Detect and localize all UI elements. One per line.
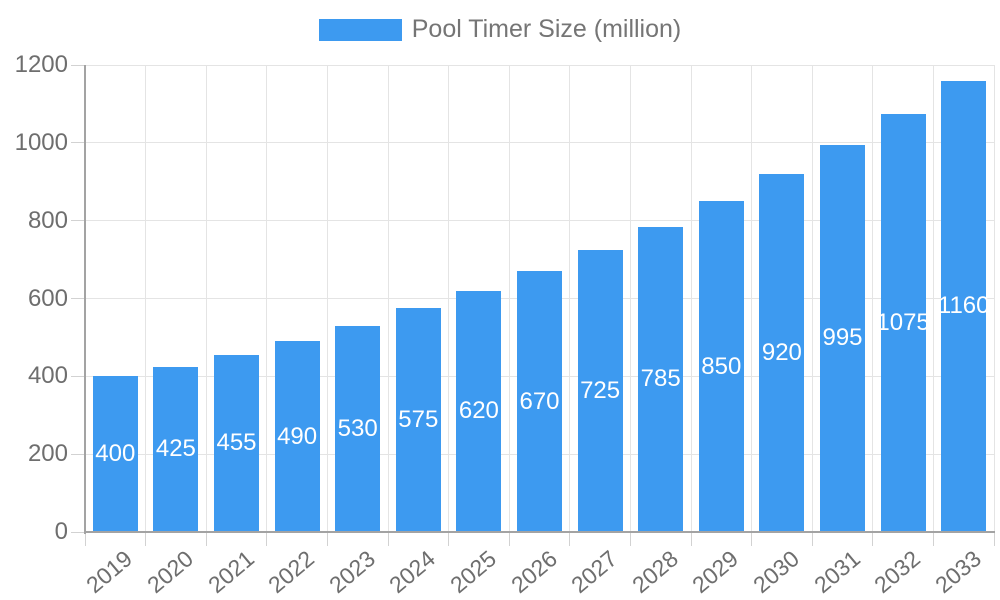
bar-value-label: 425 bbox=[155, 435, 196, 463]
bar-value-label: 1160 bbox=[937, 292, 990, 320]
bar[interactable] bbox=[941, 80, 987, 532]
y-tick bbox=[71, 64, 85, 66]
bar[interactable] bbox=[820, 144, 865, 532]
x-tick bbox=[872, 532, 874, 546]
legend-swatch bbox=[318, 18, 402, 41]
x-tick bbox=[145, 532, 147, 546]
bar[interactable] bbox=[880, 113, 926, 532]
x-tick bbox=[629, 532, 631, 546]
v-gridline bbox=[811, 65, 813, 532]
x-tick bbox=[508, 532, 510, 546]
x-tick bbox=[751, 532, 753, 546]
y-tick-label: 1200 bbox=[14, 51, 68, 78]
v-gridline bbox=[387, 65, 389, 532]
bar[interactable] bbox=[698, 201, 744, 532]
y-tick bbox=[71, 531, 85, 533]
v-gridline bbox=[629, 65, 631, 532]
bar-value-label: 530 bbox=[337, 414, 378, 442]
bar-value-label: 920 bbox=[761, 338, 802, 366]
bar-value-label: 1075 bbox=[876, 308, 930, 336]
v-gridline bbox=[448, 65, 450, 532]
x-tick bbox=[569, 532, 571, 546]
v-gridline bbox=[266, 65, 268, 532]
v-gridline bbox=[569, 65, 571, 532]
v-gridline bbox=[326, 65, 328, 532]
y-tick bbox=[71, 220, 85, 222]
y-tick-label: 0 bbox=[54, 518, 68, 545]
x-tick bbox=[266, 532, 268, 546]
x-axis-line bbox=[84, 531, 995, 533]
x-tick bbox=[205, 532, 207, 546]
y-tick-label: 800 bbox=[27, 206, 68, 234]
bar[interactable] bbox=[456, 290, 502, 532]
bar-value-label: 670 bbox=[519, 387, 560, 415]
v-gridline bbox=[508, 65, 510, 532]
bar-value-label: 575 bbox=[398, 406, 439, 434]
bar[interactable] bbox=[759, 173, 805, 532]
h-gridline bbox=[85, 64, 994, 66]
bar[interactable] bbox=[395, 308, 441, 532]
bar[interactable] bbox=[92, 376, 138, 532]
y-tick bbox=[71, 375, 85, 377]
y-tick bbox=[71, 453, 85, 455]
h-gridline bbox=[85, 142, 994, 144]
v-gridline bbox=[993, 65, 995, 532]
bar[interactable] bbox=[335, 325, 381, 532]
bar-value-label: 785 bbox=[640, 365, 681, 393]
bar[interactable] bbox=[153, 366, 199, 532]
bar-value-label: 490 bbox=[277, 422, 318, 450]
y-tick bbox=[71, 142, 85, 144]
bar-value-label: 850 bbox=[701, 352, 742, 380]
y-tick-label: 600 bbox=[27, 284, 68, 312]
x-tick bbox=[448, 532, 450, 546]
bar-value-label: 455 bbox=[216, 429, 257, 457]
bar[interactable] bbox=[638, 226, 684, 532]
v-gridline bbox=[690, 65, 692, 532]
v-gridline bbox=[145, 65, 147, 532]
v-gridline bbox=[932, 65, 934, 532]
bar[interactable] bbox=[577, 249, 623, 532]
x-tick bbox=[932, 532, 934, 546]
bar[interactable] bbox=[274, 341, 320, 532]
x-tick bbox=[387, 532, 389, 546]
h-gridline bbox=[85, 220, 994, 222]
x-tick bbox=[690, 532, 692, 546]
x-tick bbox=[326, 532, 328, 546]
legend: Pool Timer Size (million) bbox=[0, 15, 1000, 44]
v-gridline bbox=[872, 65, 874, 532]
y-tick-label: 200 bbox=[27, 440, 68, 468]
v-gridline bbox=[751, 65, 753, 532]
y-tick-label: 1000 bbox=[14, 128, 68, 156]
x-tick-label: 2019 bbox=[81, 545, 138, 599]
bar-value-label: 725 bbox=[580, 376, 621, 404]
x-tick bbox=[84, 532, 86, 546]
x-tick bbox=[993, 532, 995, 546]
v-gridline bbox=[205, 65, 207, 532]
bar[interactable] bbox=[517, 271, 562, 532]
bar-value-label: 400 bbox=[95, 440, 136, 468]
bar-value-label: 995 bbox=[822, 324, 863, 352]
legend-label: Pool Timer Size (million) bbox=[411, 15, 682, 43]
bar-value-label: 620 bbox=[458, 397, 499, 425]
bar[interactable] bbox=[214, 354, 259, 532]
y-tick bbox=[71, 298, 85, 299]
y-tick-label: 400 bbox=[27, 362, 68, 390]
y-axis-line bbox=[84, 65, 86, 534]
x-tick bbox=[811, 532, 813, 546]
